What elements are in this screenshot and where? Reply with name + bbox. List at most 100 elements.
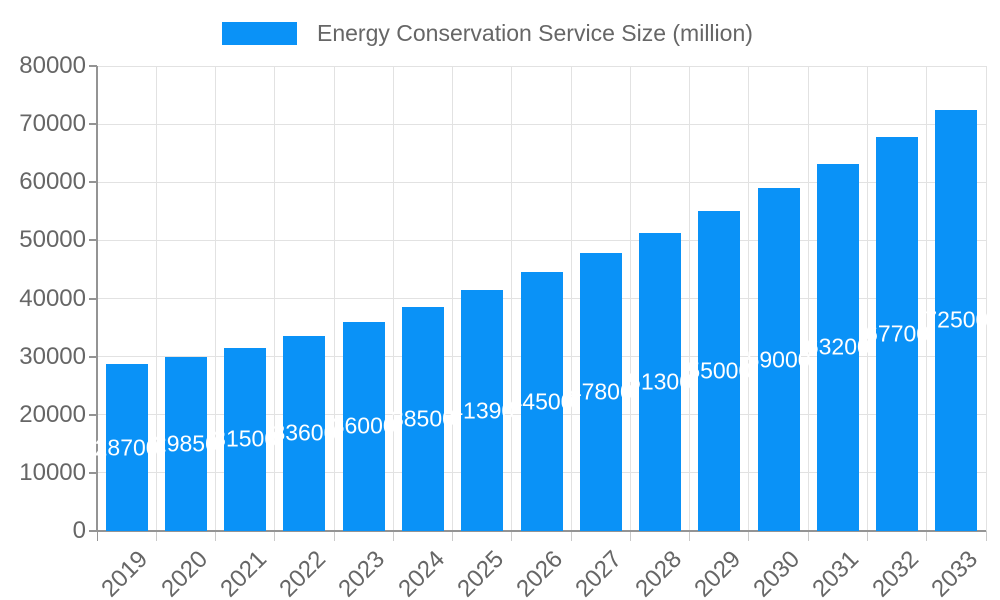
bar-2031[interactable]: 63200 [806, 163, 870, 531]
y-axis-tick-label: 0 [72, 517, 86, 544]
y-axis-tick [89, 239, 97, 242]
y-axis-tick [89, 297, 97, 300]
v-gridline [333, 66, 335, 531]
bar-value-label: 41390 [450, 397, 515, 424]
bar-value-label: 31500 [213, 425, 278, 452]
x-axis-tick [155, 531, 157, 541]
v-gridline [985, 66, 987, 531]
bar-2032[interactable]: 67700 [865, 137, 929, 531]
x-axis-tick-label-2032: 2032 [866, 545, 924, 600]
h-gridline [97, 123, 986, 125]
bar-value-label: 63200 [805, 333, 870, 360]
x-axis-tick [689, 531, 691, 541]
x-axis-tick-label-2031: 2031 [807, 545, 865, 600]
x-axis-tick [807, 531, 809, 541]
x-axis-tick [274, 531, 276, 541]
legend-item[interactable]: Energy Conservation Service Size (millio… [222, 20, 753, 47]
x-axis-tick [748, 531, 750, 541]
v-gridline [629, 66, 631, 531]
x-axis-tick-label-2024: 2024 [392, 545, 450, 600]
bar-value-label: 47800 [568, 378, 633, 405]
bar-value-label: 72500 [924, 306, 989, 333]
x-axis-tick [215, 531, 217, 541]
y-axis-tick [89, 413, 97, 416]
bar-2029[interactable]: 55000 [687, 211, 751, 531]
bar-2022[interactable]: 33600 [272, 335, 336, 531]
x-axis-tick [985, 531, 987, 541]
x-axis-tick [866, 531, 868, 541]
bar-2019[interactable]: 28700 [95, 364, 159, 531]
x-axis-tick-label-2027: 2027 [570, 545, 628, 600]
bar-value-label: 33600 [272, 419, 337, 446]
y-axis-tick [89, 65, 97, 67]
y-axis-line [96, 66, 98, 531]
bar-value-label: 67700 [865, 320, 930, 347]
bar-2020[interactable]: 29850 [154, 357, 218, 531]
bar-2033[interactable]: 72500 [924, 109, 988, 531]
h-gridline [97, 239, 986, 241]
v-gridline [570, 66, 572, 531]
v-gridline [511, 66, 513, 531]
v-gridline [155, 66, 157, 531]
x-axis-tick-label-2021: 2021 [215, 545, 272, 600]
v-gridline [274, 66, 276, 531]
y-axis-tick-label: 50000 [19, 226, 86, 254]
v-gridline [748, 66, 750, 531]
x-axis-tick-label-2019: 2019 [96, 545, 154, 600]
y-axis-tick-label: 20000 [19, 400, 86, 428]
bar-2024[interactable]: 38500 [391, 307, 455, 531]
y-axis-tick [89, 123, 97, 126]
legend-swatch-icon [222, 22, 297, 45]
x-axis-tick [926, 531, 928, 541]
h-gridline [97, 181, 986, 183]
x-axis-tick [452, 531, 454, 541]
y-axis-tick [89, 471, 97, 474]
bar-value-label: 44500 [509, 388, 574, 415]
bar-value-label: 29850 [153, 430, 218, 457]
y-axis-tick-label: 70000 [19, 110, 86, 138]
v-gridline [807, 66, 809, 531]
bar-value-label: 55000 [687, 357, 752, 384]
v-gridline [926, 66, 928, 531]
x-axis-tick-label-2025: 2025 [452, 545, 509, 600]
bar-2027[interactable]: 47800 [569, 253, 633, 531]
x-axis-tick-label-2022: 2022 [274, 545, 332, 600]
y-axis-tick-label: 10000 [19, 458, 86, 486]
v-gridline [866, 66, 868, 531]
bar-value-label: 51300 [628, 368, 693, 395]
bar-value-label: 28700 [94, 434, 159, 461]
y-axis-tick-label: 80000 [19, 52, 86, 79]
x-axis-tick-label-2030: 2030 [748, 545, 806, 600]
bar-2021[interactable]: 31500 [213, 347, 277, 531]
v-gridline [392, 66, 394, 531]
x-axis-tick [96, 531, 98, 541]
y-axis-tick [89, 530, 97, 532]
x-axis-tick-label-2023: 2023 [333, 545, 391, 600]
bar-2023[interactable]: 36000 [332, 321, 396, 531]
bar-2028[interactable]: 51300 [628, 232, 692, 531]
bar-value-label: 38500 [390, 405, 455, 432]
legend-label: Energy Conservation Service Size (millio… [317, 20, 753, 46]
x-axis-tick [511, 531, 513, 541]
x-axis-tick-label-2020: 2020 [155, 545, 213, 600]
y-axis-tick-label: 30000 [19, 342, 86, 370]
x-axis-tick-label-2026: 2026 [511, 545, 569, 600]
bar-2025[interactable]: 41390 [450, 290, 514, 531]
h-gridline [97, 65, 986, 67]
x-axis-tick [629, 531, 631, 541]
v-gridline [215, 66, 217, 531]
x-axis-line [96, 530, 986, 532]
bar-value-label: 59000 [746, 346, 811, 373]
y-axis-tick-label: 40000 [19, 284, 86, 312]
v-gridline [689, 66, 691, 531]
bar-value-label: 36000 [331, 412, 396, 439]
bar-2030[interactable]: 59000 [747, 188, 811, 531]
y-axis-tick [89, 355, 97, 358]
x-axis-tick-label-2033: 2033 [926, 545, 984, 600]
x-axis-tick-label-2029: 2029 [689, 545, 746, 600]
y-axis-tick-label: 60000 [19, 168, 86, 196]
bar-2026[interactable]: 44500 [510, 272, 573, 531]
v-gridline [452, 66, 454, 531]
x-axis-tick-label-2028: 2028 [629, 545, 687, 600]
